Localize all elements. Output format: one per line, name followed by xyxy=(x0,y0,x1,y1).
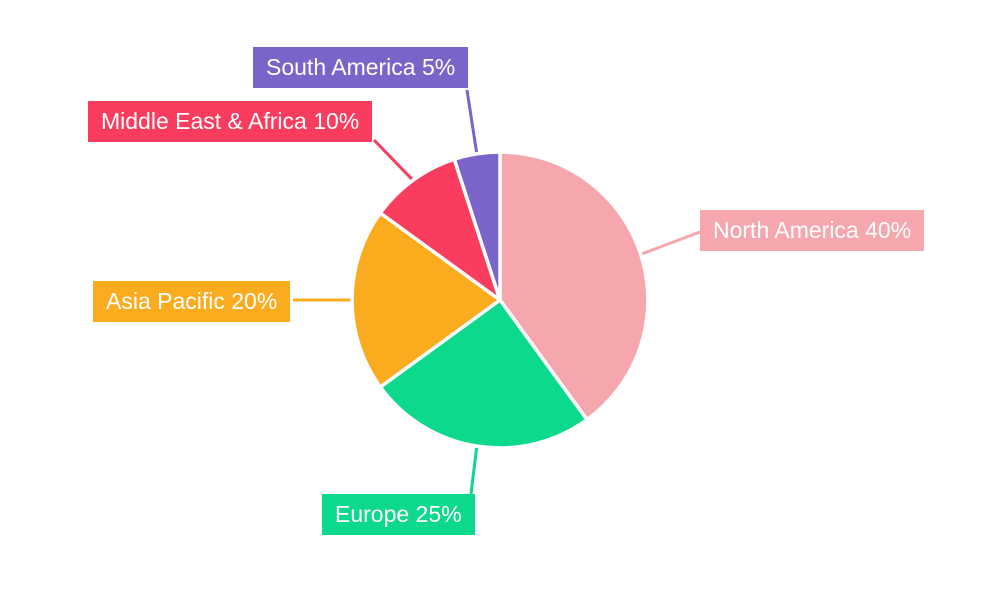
slice-label: Europe 25% xyxy=(335,501,462,527)
leader-line-south-america xyxy=(465,89,479,155)
slice-callout-middle-east-africa: Middle East & Africa 10% xyxy=(88,101,373,142)
slice-callout-north-america: North America 40% xyxy=(700,210,925,251)
pie-slice-north-america xyxy=(498,150,650,422)
slice-label: South America 5% xyxy=(266,54,456,80)
leader-line-middle-east-africa xyxy=(372,138,415,182)
leader-line-europe xyxy=(469,446,479,495)
pie-slice-south-america xyxy=(452,150,502,302)
slice-callout-south-america: South America 5% xyxy=(253,47,469,88)
slice-callout-europe: Europe 25% xyxy=(322,494,475,535)
leader-line-north-america xyxy=(640,230,701,256)
slice-callout-asia-pacific: Asia Pacific 20% xyxy=(93,281,291,322)
pie-slice-middle-east-africa xyxy=(378,157,502,302)
slice-label: Middle East & Africa 10% xyxy=(101,108,360,134)
slice-label: Asia Pacific 20% xyxy=(106,288,278,314)
pie-slice-asia-pacific xyxy=(350,211,502,389)
pie-slice-europe xyxy=(378,298,589,450)
slice-label: North America 40% xyxy=(713,217,912,243)
